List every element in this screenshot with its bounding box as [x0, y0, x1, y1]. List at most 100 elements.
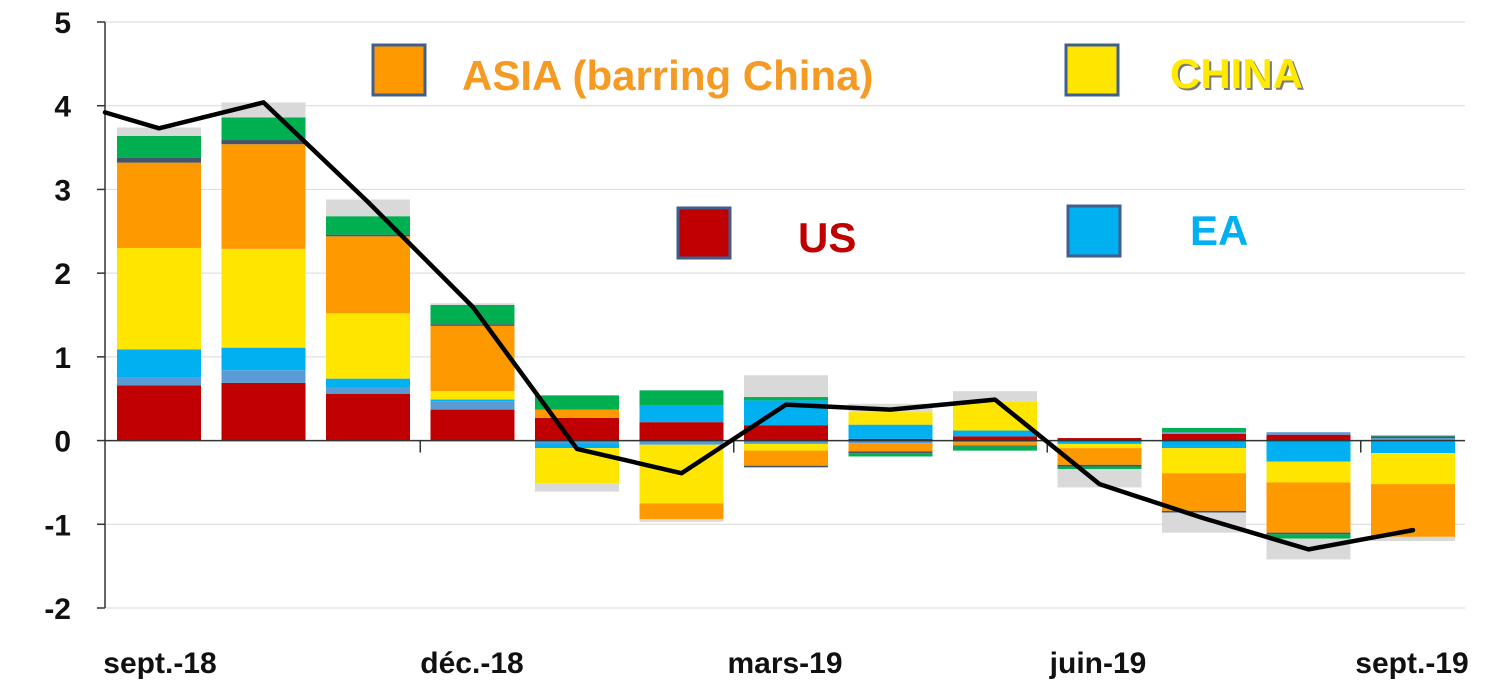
bar-segment: [953, 442, 1037, 446]
bar-segment: [1371, 438, 1455, 441]
bar-segment: [430, 409, 515, 441]
x-tick-label: déc.-18: [420, 647, 523, 680]
bar-segment: [1162, 473, 1246, 511]
bar-segment: [117, 135, 201, 158]
bar-segment: [326, 199, 410, 217]
line-series-path: [102, 100, 1416, 552]
y-tick-label: -1: [44, 509, 71, 542]
bar-segment: [1057, 438, 1142, 441]
grid-lines: [105, 21, 1465, 609]
bar-segment: [1266, 534, 1351, 539]
bar-segment: [1162, 512, 1246, 533]
bar-segment: [1162, 448, 1246, 474]
bar-segment: [848, 453, 933, 457]
legend-swatch: [371, 43, 427, 97]
legend-label: CHINA: [1170, 50, 1303, 97]
bar-segment: [953, 430, 1037, 437]
bar-segment: [744, 440, 828, 444]
bar-segment: [744, 443, 828, 451]
legend-swatch: [1064, 43, 1120, 97]
bar-segment: [1162, 440, 1246, 449]
bar-segment: [326, 393, 410, 441]
bar-segment: [953, 401, 1037, 431]
bar-segment: [848, 438, 933, 441]
bar-segment: [639, 519, 724, 522]
bar-segment: [639, 422, 724, 441]
y-tick-label: 3: [54, 174, 71, 207]
bar-segment: [326, 234, 410, 237]
x-tick-label: juin-19: [1049, 647, 1147, 680]
bar-segment: [430, 324, 515, 326]
bar-segment: [953, 446, 1037, 451]
bar-segment: [953, 445, 1037, 447]
bar-segment: [744, 465, 828, 468]
bar-segment: [1057, 466, 1142, 470]
bar-segment: [1162, 433, 1246, 441]
bar-segment: [535, 417, 619, 441]
bar-segment: [1162, 428, 1246, 433]
line-series: [102, 100, 1416, 552]
bar-segment: [1162, 510, 1246, 513]
y-tick-label: 0: [54, 426, 71, 459]
bar-segment: [535, 483, 619, 492]
bar-segment: [1266, 482, 1351, 533]
bar-segment: [744, 375, 828, 398]
legend-label: EA: [1190, 207, 1248, 254]
bar-segment: [117, 127, 201, 136]
bar-segment: [744, 425, 828, 441]
bar-segment: [953, 440, 1037, 443]
bar-segment: [1371, 435, 1455, 437]
bar-segment: [1371, 453, 1455, 485]
bar-segment: [1057, 469, 1142, 488]
bar-segment: [326, 378, 410, 387]
bar-segment: [430, 399, 515, 402]
bar-segment: [326, 236, 410, 314]
bar-segment: [430, 401, 515, 410]
bar-segment: [744, 450, 828, 466]
bar-segment: [535, 448, 619, 484]
x-tick-label: sept.-19: [1355, 647, 1468, 680]
y-tick-label: -2: [44, 593, 71, 626]
bar-segment: [117, 248, 201, 350]
y-tick-label: 2: [54, 258, 71, 291]
x-tick-label: sept.-18: [103, 647, 216, 680]
legend-label-shadow: CHINA: [1172, 52, 1305, 99]
x-tick-label: mars-19: [727, 647, 842, 680]
bar-segment: [1266, 461, 1351, 483]
bar-segment: [430, 391, 515, 400]
bar-segment: [1371, 436, 1455, 439]
bar-segment: [1057, 448, 1142, 465]
bar-segment: [1266, 440, 1351, 462]
bar-segment: [117, 162, 201, 249]
y-tick-label: 1: [54, 342, 71, 375]
bar-segment: [1162, 432, 1246, 434]
legend-swatch: [1066, 204, 1122, 258]
bar-segment: [535, 440, 619, 444]
legend-label: US: [798, 214, 856, 261]
bar-segment: [535, 395, 619, 410]
bar-segment: [1371, 536, 1455, 542]
bar-segment: [639, 405, 724, 423]
bar-segment: [1266, 434, 1351, 441]
bar-segment: [326, 386, 410, 394]
bar-segment: [430, 325, 515, 392]
bar-segment: [744, 397, 828, 401]
bar-segment: [221, 370, 306, 383]
bar-segment: [1266, 532, 1351, 535]
bar-segment: [117, 157, 201, 163]
bars: [117, 102, 1455, 560]
axes: 5 4 3 2 1 0 -1 -2 sept.-18 déc.-18 mars-19 juin-19 s…: [44, 7, 1468, 680]
bar-segment: [639, 390, 724, 406]
bar-segment: [1057, 443, 1142, 449]
bar-segment: [117, 377, 201, 386]
bar-segment: [326, 313, 410, 379]
bar-segment: [117, 385, 201, 441]
bar-segment: [848, 443, 933, 452]
bar-segment: [221, 248, 306, 348]
bar-segment: [117, 349, 201, 378]
bar-segment: [430, 304, 515, 325]
bar-segment: [221, 140, 306, 145]
bar-segment: [221, 144, 306, 249]
